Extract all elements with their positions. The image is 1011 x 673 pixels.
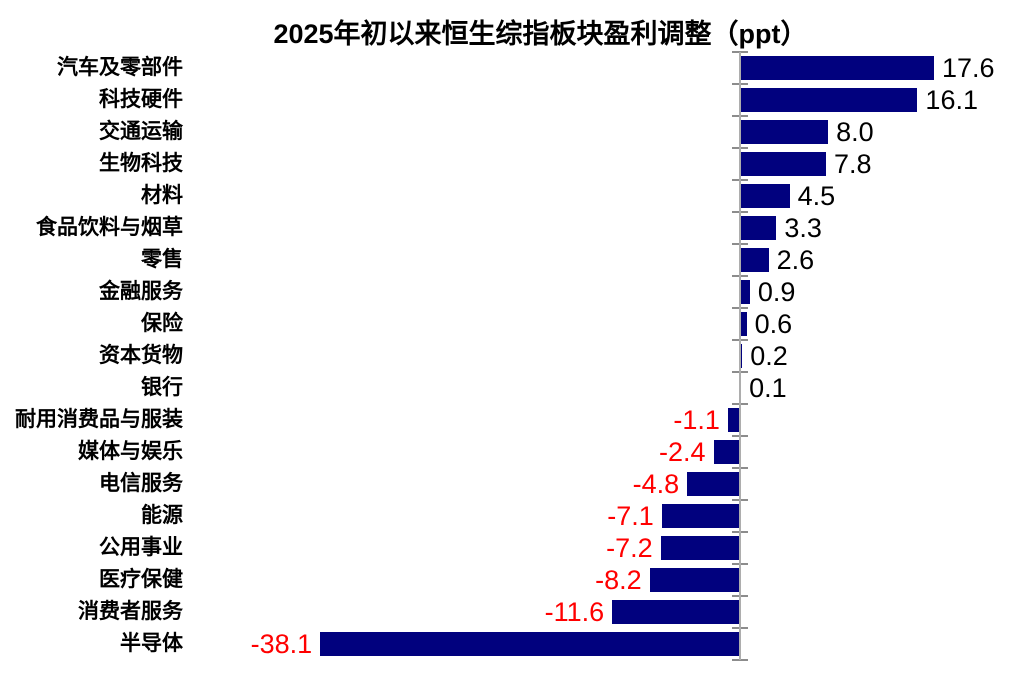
bar xyxy=(740,312,747,336)
bar xyxy=(687,472,740,496)
bar xyxy=(740,56,934,80)
category-label: 金融服务 xyxy=(99,280,183,303)
chart-row: 耐用消费品与服装 -1.1 xyxy=(0,404,1011,436)
bar xyxy=(649,568,740,592)
category-label: 能源 xyxy=(141,504,183,527)
chart-row: 金融服务 0.9 xyxy=(0,276,1011,308)
category-label: 耐用消费品与服装 xyxy=(15,408,183,431)
category-label: 银行 xyxy=(141,376,183,399)
value-label: -4.8 xyxy=(632,469,680,499)
chart-row: 公用事业 -7.2 xyxy=(0,532,1011,564)
value-label: 8.0 xyxy=(836,117,874,147)
category-label: 保险 xyxy=(141,312,183,335)
bar xyxy=(740,216,777,240)
bar xyxy=(740,248,769,272)
chart-row: 媒体与娱乐 -2.4 xyxy=(0,436,1011,468)
value-label: 4.5 xyxy=(797,181,836,211)
category-label: 消费者服务 xyxy=(78,600,183,623)
value-label: -11.6 xyxy=(544,597,605,627)
chart-row: 生物科技 7.8 xyxy=(0,148,1011,180)
bar xyxy=(740,280,750,304)
value-label: -7.1 xyxy=(607,501,654,531)
chart-row: 汽车及零部件 17.6 xyxy=(0,52,1011,84)
category-label: 公用事业 xyxy=(99,536,183,559)
axis-tick xyxy=(732,659,748,661)
category-label: 零售 xyxy=(141,248,183,271)
bar xyxy=(661,504,740,528)
chart-row: 银行 0.1 xyxy=(0,372,1011,404)
value-label: 3.3 xyxy=(784,213,822,243)
category-label: 电信服务 xyxy=(99,472,183,495)
value-label: 16.1 xyxy=(925,85,978,115)
chart-row: 零售 2.6 xyxy=(0,244,1011,276)
chart-row: 交通运输 8.0 xyxy=(0,116,1011,148)
bar xyxy=(740,184,790,208)
bar xyxy=(612,600,740,624)
value-label: 2.6 xyxy=(776,245,815,275)
bar xyxy=(740,152,826,176)
value-label: 0.2 xyxy=(750,341,788,371)
category-label: 材料 xyxy=(141,184,183,207)
chart-row: 消费者服务 -11.6 xyxy=(0,596,1011,628)
chart-row: 食品饮料与烟草 3.3 xyxy=(0,212,1011,244)
bar xyxy=(740,88,918,112)
bar xyxy=(740,120,829,144)
category-label: 生物科技 xyxy=(99,152,183,175)
value-label: -2.4 xyxy=(659,437,706,467)
y-axis-line xyxy=(739,52,741,660)
category-label: 食品饮料与烟草 xyxy=(36,216,183,239)
bar xyxy=(727,408,740,432)
bar xyxy=(740,344,743,368)
chart-row: 能源 -7.1 xyxy=(0,500,1011,532)
value-label: -38.1 xyxy=(250,629,313,659)
chart-row: 材料 4.5 xyxy=(0,180,1011,212)
chart-title: 2025年初以来恒生综指板块盈利调整（ppt） xyxy=(273,19,808,49)
value-label: -8.2 xyxy=(595,565,642,595)
category-label: 科技硬件 xyxy=(99,88,183,111)
chart-row: 电信服务 -4.8 xyxy=(0,468,1011,500)
category-label: 汽车及零部件 xyxy=(57,56,183,79)
bar xyxy=(320,632,740,656)
category-label: 媒体与娱乐 xyxy=(78,440,183,463)
category-label: 医疗保健 xyxy=(99,568,183,591)
bar xyxy=(713,440,740,464)
value-label: 0.1 xyxy=(749,373,787,403)
category-label: 半导体 xyxy=(120,632,183,655)
value-label: 7.8 xyxy=(833,149,872,179)
bar xyxy=(660,536,740,560)
value-label: -1.1 xyxy=(673,405,720,435)
chart-row: 科技硬件 16.1 xyxy=(0,84,1011,116)
category-label: 资本货物 xyxy=(99,344,183,367)
category-label: 交通运输 xyxy=(99,120,183,143)
chart-row: 医疗保健 -8.2 xyxy=(0,564,1011,596)
chart-row: 资本货物 0.2 xyxy=(0,340,1011,372)
value-label: -7.2 xyxy=(606,533,653,563)
chart-row: 半导体 -38.1 xyxy=(0,628,1011,660)
value-label: 0.6 xyxy=(754,309,793,339)
value-label: 0.9 xyxy=(757,277,796,307)
value-label: 17.6 xyxy=(941,53,995,83)
chart-row: 保险 0.6 xyxy=(0,308,1011,340)
